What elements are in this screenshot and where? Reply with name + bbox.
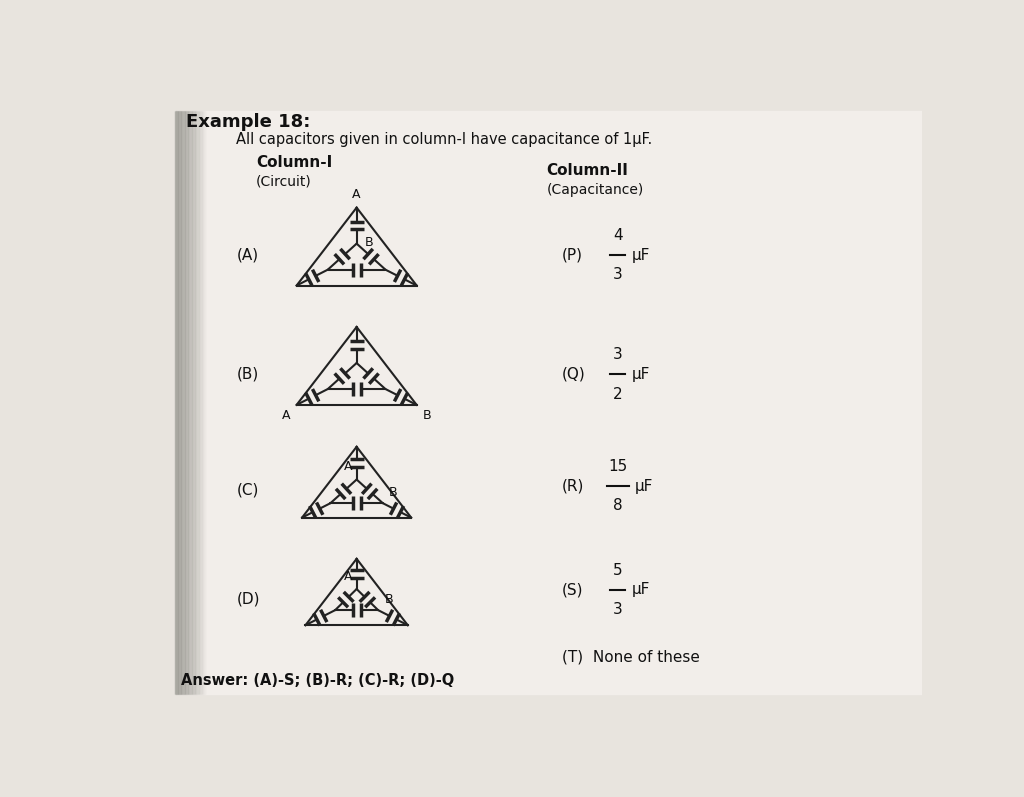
Text: (T)  None of these: (T) None of these (562, 650, 699, 665)
Text: A: A (352, 188, 360, 202)
Text: 3: 3 (613, 603, 623, 618)
Text: 4: 4 (613, 228, 623, 243)
Text: A: A (282, 409, 291, 422)
Text: 2: 2 (613, 387, 623, 402)
Text: 3: 3 (613, 267, 623, 282)
Text: μF: μF (635, 478, 653, 493)
Text: (C): (C) (237, 482, 259, 497)
Text: (A): (A) (237, 248, 259, 262)
Text: A: A (344, 570, 352, 583)
Text: μF: μF (632, 367, 650, 382)
Text: Answer: (A)-S; (B)-R; (C)-R; (D)-Q: Answer: (A)-S; (B)-R; (C)-R; (D)-Q (180, 673, 454, 688)
Text: μF: μF (632, 248, 650, 262)
Text: (P): (P) (562, 248, 583, 262)
Text: B: B (389, 486, 397, 500)
Text: 5: 5 (613, 563, 623, 578)
Text: A: A (344, 461, 352, 473)
Text: (R): (R) (562, 478, 585, 493)
Text: (Capacitance): (Capacitance) (547, 183, 644, 198)
Text: (Circuit): (Circuit) (256, 175, 311, 188)
Text: Column-II: Column-II (547, 163, 629, 178)
Text: 15: 15 (608, 459, 628, 473)
Text: 8: 8 (613, 498, 623, 513)
Text: (S): (S) (562, 583, 584, 598)
Text: 3: 3 (613, 347, 623, 362)
Text: B: B (384, 593, 393, 607)
Text: All capacitors given in column-l have capacitance of 1μF.: All capacitors given in column-l have ca… (237, 132, 652, 147)
Text: B: B (365, 236, 373, 249)
Text: (B): (B) (237, 367, 259, 382)
Text: (D): (D) (237, 591, 260, 607)
Text: Example 18:: Example 18: (186, 112, 310, 131)
Text: (Q): (Q) (562, 367, 586, 382)
Text: μF: μF (632, 583, 650, 598)
Text: B: B (423, 409, 431, 422)
Text: Column-I: Column-I (256, 155, 332, 170)
